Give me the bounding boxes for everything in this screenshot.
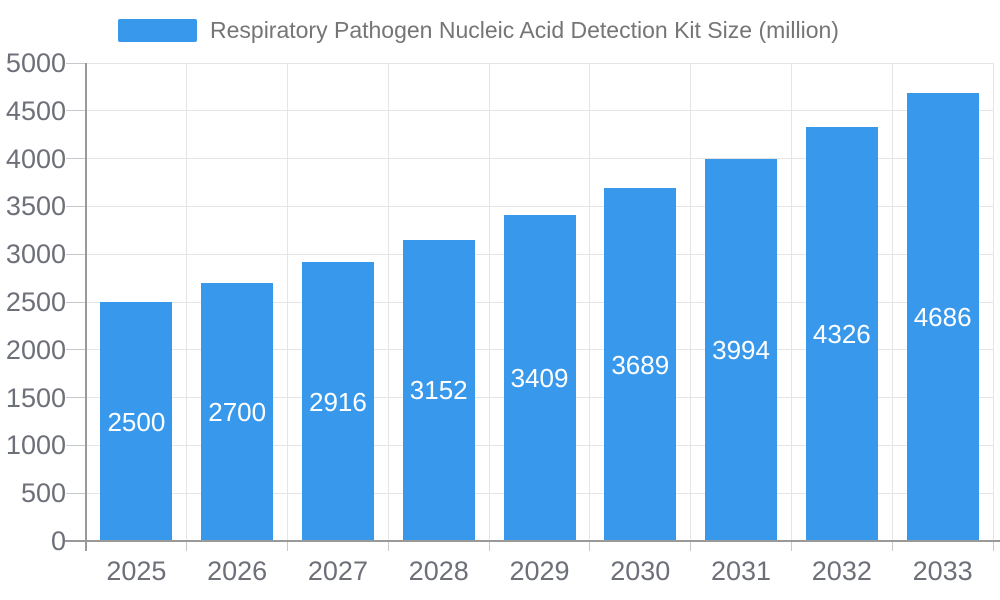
bar-2025[interactable] xyxy=(100,302,173,541)
grid-line-vertical xyxy=(387,63,389,541)
x-axis-tick xyxy=(891,541,893,551)
x-axis-tick xyxy=(287,541,289,551)
y-axis-tick xyxy=(66,205,86,207)
y-axis-label: 2500 xyxy=(5,287,66,317)
bar-value-label: 2500 xyxy=(107,406,166,437)
y-axis-label: 2000 xyxy=(5,334,66,365)
bar-2033[interactable] xyxy=(906,93,979,541)
y-axis-tick xyxy=(66,492,86,494)
grid-line-vertical xyxy=(790,63,792,541)
grid-line-horizontal xyxy=(86,205,993,207)
bar-2029[interactable] xyxy=(503,215,576,541)
grid-line-horizontal xyxy=(86,158,993,160)
grid-line-vertical xyxy=(287,63,289,541)
x-axis-line xyxy=(65,540,1000,542)
bar-2027[interactable] xyxy=(301,262,374,541)
y-axis-tick xyxy=(66,301,86,303)
y-axis-tick xyxy=(66,158,86,160)
grid-line-vertical xyxy=(488,63,490,541)
x-axis-label: 2026 xyxy=(207,556,268,586)
y-axis-label: 1500 xyxy=(5,382,66,413)
grid-line-vertical xyxy=(891,63,893,541)
x-axis-label: 2033 xyxy=(912,556,973,586)
x-axis-label: 2025 xyxy=(106,556,167,586)
grid-line-vertical xyxy=(992,63,994,541)
y-axis-tick xyxy=(66,253,86,255)
x-axis-tick xyxy=(790,541,792,551)
y-axis-line xyxy=(85,63,87,551)
bar-2026[interactable] xyxy=(201,282,274,541)
x-axis-tick xyxy=(690,541,692,551)
y-axis-label: 500 xyxy=(20,478,66,509)
y-axis-tick xyxy=(66,444,86,446)
x-axis-tick xyxy=(589,541,591,551)
grid-line-horizontal xyxy=(86,110,993,112)
x-axis-tick xyxy=(387,541,389,551)
legend[interactable]: Respiratory Pathogen Nucleic Acid Detect… xyxy=(118,17,839,44)
grid-line-vertical xyxy=(690,63,692,541)
y-axis-tick xyxy=(66,62,86,64)
bar-value-label: 2916 xyxy=(309,386,367,417)
y-axis-tick xyxy=(66,397,86,399)
y-axis-label: 1000 xyxy=(5,430,66,461)
x-axis-tick xyxy=(186,541,188,551)
x-axis-label: 2031 xyxy=(711,556,772,586)
bar-2032[interactable] xyxy=(805,127,878,541)
bar-2030[interactable] xyxy=(604,188,677,541)
legend-swatch-icon xyxy=(118,19,197,42)
y-axis-label: 5000 xyxy=(5,48,66,78)
grid-line-vertical xyxy=(186,63,188,541)
y-axis-tick xyxy=(66,110,86,112)
x-axis-label: 2027 xyxy=(307,556,368,586)
y-axis-tick xyxy=(66,349,86,351)
y-axis-label: 3000 xyxy=(5,239,66,270)
bar-2031[interactable] xyxy=(705,159,778,541)
x-axis-label: 2032 xyxy=(811,556,872,586)
x-axis-tick xyxy=(992,541,994,551)
y-axis-label: 0 xyxy=(50,526,66,556)
x-axis-label: 2028 xyxy=(408,556,469,586)
bar-2028[interactable] xyxy=(402,239,475,541)
bar-value-label: 3689 xyxy=(611,349,670,380)
bar-value-label: 3409 xyxy=(510,363,569,394)
bar-value-label: 4326 xyxy=(812,319,871,350)
legend-label: Respiratory Pathogen Nucleic Acid Detect… xyxy=(210,17,839,43)
bar-value-label: 3152 xyxy=(409,375,468,406)
bar-value-label: 3994 xyxy=(712,335,770,366)
x-axis-label: 2029 xyxy=(509,556,570,586)
y-axis-label: 3500 xyxy=(5,191,66,222)
x-axis-label: 2030 xyxy=(610,556,671,586)
y-axis-label: 4500 xyxy=(5,95,66,126)
bar-value-label: 4686 xyxy=(913,302,972,332)
grid-line-horizontal xyxy=(86,62,993,64)
grid-line-vertical xyxy=(589,63,591,541)
x-axis-tick xyxy=(488,541,490,551)
y-axis-label: 4000 xyxy=(5,143,66,174)
bar-value-label: 2700 xyxy=(208,396,267,427)
